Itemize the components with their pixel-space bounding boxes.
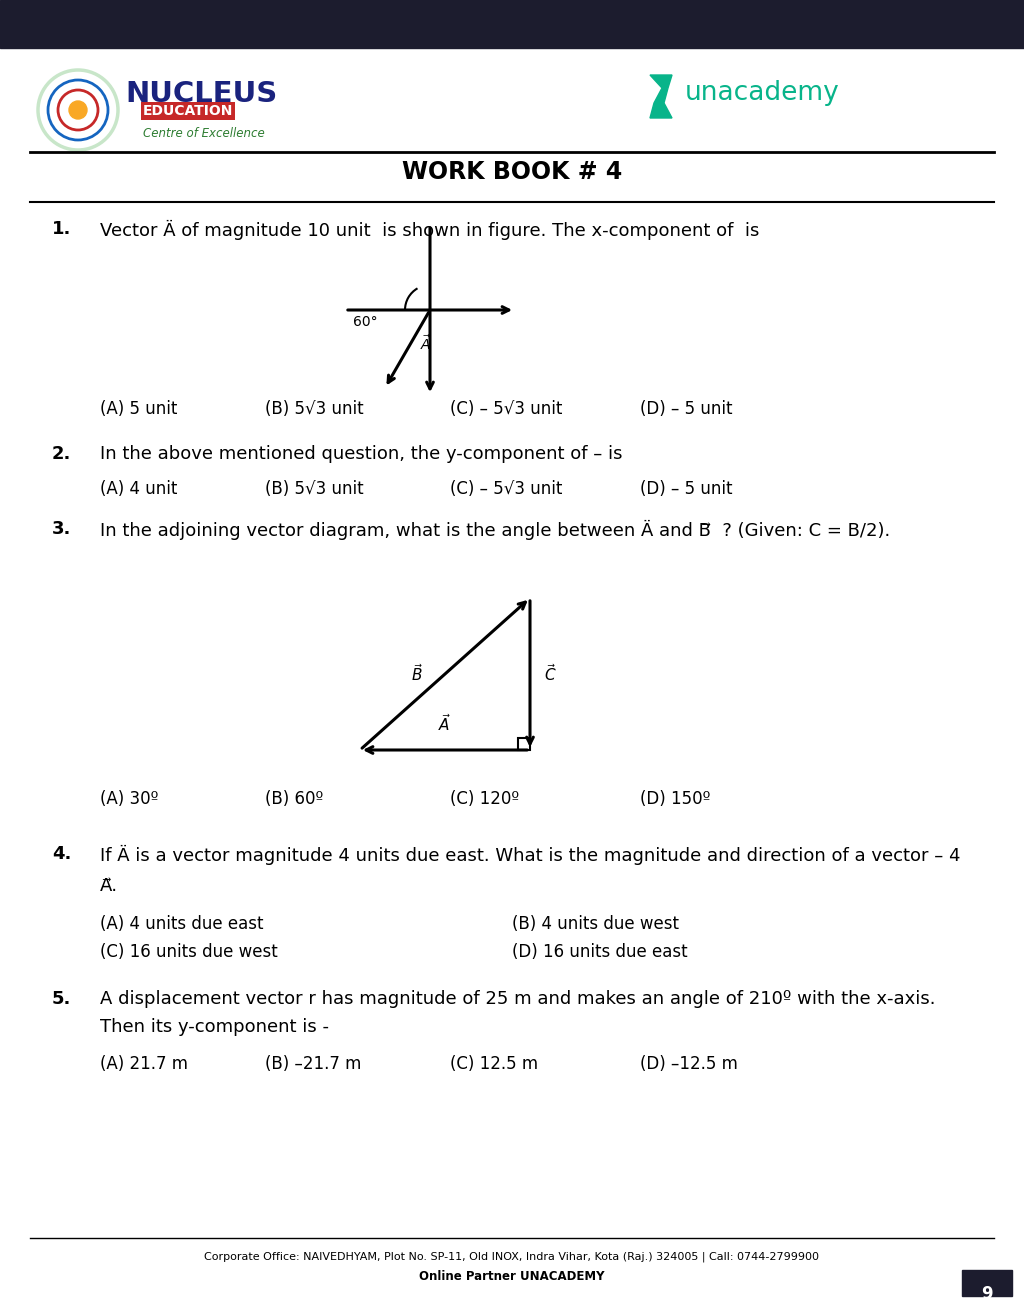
Text: (B) –21.7 m: (B) –21.7 m xyxy=(265,1055,361,1073)
Text: $\vec{C}$: $\vec{C}$ xyxy=(544,664,557,685)
Text: (C) 120º: (C) 120º xyxy=(450,790,519,809)
Text: (D) –12.5 m: (D) –12.5 m xyxy=(640,1055,738,1073)
Text: NUCLEUS: NUCLEUS xyxy=(125,79,278,108)
Text: $\vec{A}$: $\vec{A}$ xyxy=(438,713,452,734)
Bar xyxy=(0,0,1024,48)
Text: 60°: 60° xyxy=(353,315,378,329)
Text: $\vec{A}$: $\vec{A}$ xyxy=(420,335,431,353)
Text: 3.: 3. xyxy=(52,519,72,538)
Text: 1.: 1. xyxy=(52,220,72,238)
Text: (C) – 5√3 unit: (C) – 5√3 unit xyxy=(450,480,562,497)
Text: (D) 16 units due east: (D) 16 units due east xyxy=(512,943,688,961)
Text: (B) 60º: (B) 60º xyxy=(265,790,324,809)
Text: Vector Ä of magnitude 10 unit  is shown in figure. The x-component of  is: Vector Ä of magnitude 10 unit is shown i… xyxy=(100,220,760,240)
Polygon shape xyxy=(650,76,672,118)
Text: A displacement vector r has magnitude of 25 m and makes an angle of 210º with th: A displacement vector r has magnitude of… xyxy=(100,990,936,1008)
Text: Online Partner UNACADEMY: Online Partner UNACADEMY xyxy=(419,1269,605,1282)
Text: (C) 16 units due west: (C) 16 units due west xyxy=(100,943,278,961)
Text: (C) 12.5 m: (C) 12.5 m xyxy=(450,1055,539,1073)
Text: (A) 30º: (A) 30º xyxy=(100,790,159,809)
Text: 9: 9 xyxy=(981,1285,993,1302)
Text: (B) 5√3 unit: (B) 5√3 unit xyxy=(265,480,364,497)
Text: 2.: 2. xyxy=(52,445,72,464)
Text: Centre of Excellence: Centre of Excellence xyxy=(143,128,265,141)
Text: (B) 4 units due west: (B) 4 units due west xyxy=(512,915,679,934)
Text: (C) – 5√3 unit: (C) – 5√3 unit xyxy=(450,400,562,418)
Text: A⃗.: A⃗. xyxy=(100,878,118,894)
Text: Corporate Office: NAIVEDHYAM, Plot No. SP-11, Old INOX, Indra Vihar, Kota (Raj.): Corporate Office: NAIVEDHYAM, Plot No. S… xyxy=(205,1253,819,1263)
Text: In the adjoining vector diagram, what is the angle between Ä and B⃗  ? (Given: C: In the adjoining vector diagram, what is… xyxy=(100,519,890,540)
Text: $\vec{B}$: $\vec{B}$ xyxy=(411,664,423,685)
Text: In the above mentioned question, the y-component of – is: In the above mentioned question, the y-c… xyxy=(100,445,623,464)
Bar xyxy=(518,738,530,750)
Text: EDUCATION: EDUCATION xyxy=(143,104,233,118)
Text: 4.: 4. xyxy=(52,845,72,863)
Text: 5.: 5. xyxy=(52,990,72,1008)
Text: (A) 5 unit: (A) 5 unit xyxy=(100,400,177,418)
Text: unacademy: unacademy xyxy=(685,79,840,105)
Bar xyxy=(962,1269,1012,1295)
Text: If Ä is a vector magnitude 4 units due east. What is the magnitude and direction: If Ä is a vector magnitude 4 units due e… xyxy=(100,845,961,865)
Text: (D) – 5 unit: (D) – 5 unit xyxy=(640,400,732,418)
Text: Then its y-component is -: Then its y-component is - xyxy=(100,1018,329,1036)
Text: (A) 4 unit: (A) 4 unit xyxy=(100,480,177,497)
Text: (B) 5√3 unit: (B) 5√3 unit xyxy=(265,400,364,418)
Text: (A) 21.7 m: (A) 21.7 m xyxy=(100,1055,188,1073)
Text: WORK BOOK # 4: WORK BOOK # 4 xyxy=(401,160,623,184)
Text: (D) – 5 unit: (D) – 5 unit xyxy=(640,480,732,497)
Text: (D) 150º: (D) 150º xyxy=(640,790,711,809)
Text: (A) 4 units due east: (A) 4 units due east xyxy=(100,915,263,934)
Circle shape xyxy=(69,102,87,118)
